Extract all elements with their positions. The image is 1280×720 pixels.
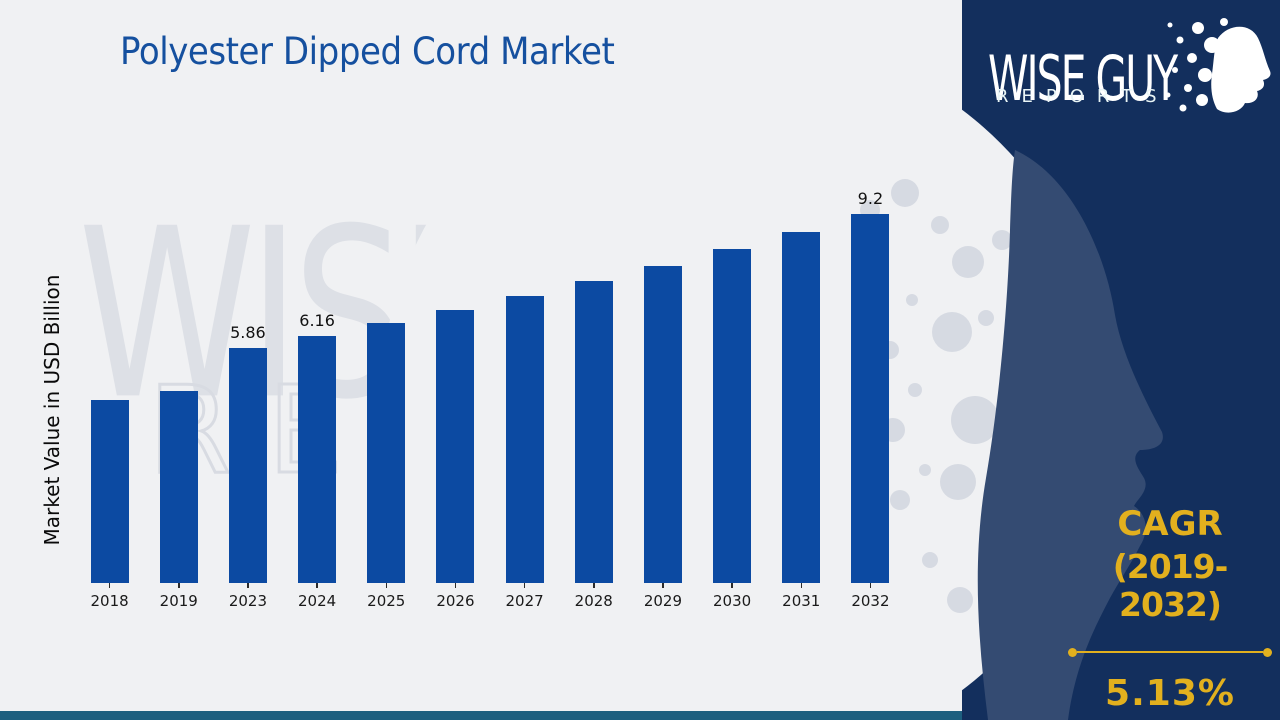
value-label-2032: 9.2 [857,189,884,208]
x-tick-2029 [662,583,664,588]
x-tick-2019 [178,583,180,588]
x-tick-2018 [108,583,111,588]
logo-subtitle: REPORTS [996,86,1170,107]
bar-2028 [574,281,613,583]
bar-2019 [159,391,198,583]
divider-right-dot [1263,647,1272,657]
x-label-2029: 2029 [643,592,682,610]
x-label-2028: 2028 [574,592,613,610]
bar-2025 [367,323,406,583]
bar-2018 [90,400,129,583]
x-tick-2026 [454,583,457,588]
x-label-2018: 2018 [90,592,129,610]
x-tick-2027 [523,583,526,588]
bar-2029 [643,266,682,583]
cagr-block: CAGR (2019-2032) 5.13% [1068,504,1272,714]
x-label-2030: 2030 [712,592,752,610]
x-label-2026: 2026 [436,592,475,610]
value-label-2024: 6.16 [299,311,335,330]
cagr-value: 5.13% [1105,672,1235,714]
x-label-2032: 2032 [851,592,890,610]
cagr-divider [1068,647,1272,657]
page-title: Polyester Dipped Cord Market [120,30,615,73]
cagr-heading: CAGR [1117,504,1223,544]
x-tick-2028 [593,583,595,588]
bar-2026 [436,310,475,583]
value-label-2023: 5.86 [230,323,266,342]
x-label-2023: 2023 [228,592,267,610]
bar-2030 [713,249,752,583]
bar-2024 [298,336,337,583]
bar-2031 [782,232,821,583]
logo-face-icon [1165,18,1271,113]
cagr-period: (2019-2032) [1112,547,1229,625]
divider-left-dot [1068,647,1077,657]
x-label-2031: 2031 [782,592,821,610]
x-label-2024: 2024 [297,592,337,610]
x-tick-2031 [800,583,802,588]
bar-2023 [228,348,267,583]
bar-2027 [505,296,544,583]
bar-2032 [851,214,890,583]
x-tick-2024 [316,583,318,588]
x-tick-2025 [385,583,387,588]
x-tick-2023 [247,583,249,588]
x-tick-2030 [731,583,733,588]
x-label-2025: 2025 [367,592,406,610]
x-label-2027: 2027 [505,592,544,610]
bar-chart: 2018 2019 2023 5.86 2024 6.16 2025 2026 2027 2028… [75,143,905,610]
divider-line [1077,651,1263,654]
footer-strip [0,711,962,720]
x-tick-2032 [869,583,872,588]
x-label-2019: 2019 [159,592,198,610]
y-axis-label: Market Value in USD Billion [40,274,64,546]
